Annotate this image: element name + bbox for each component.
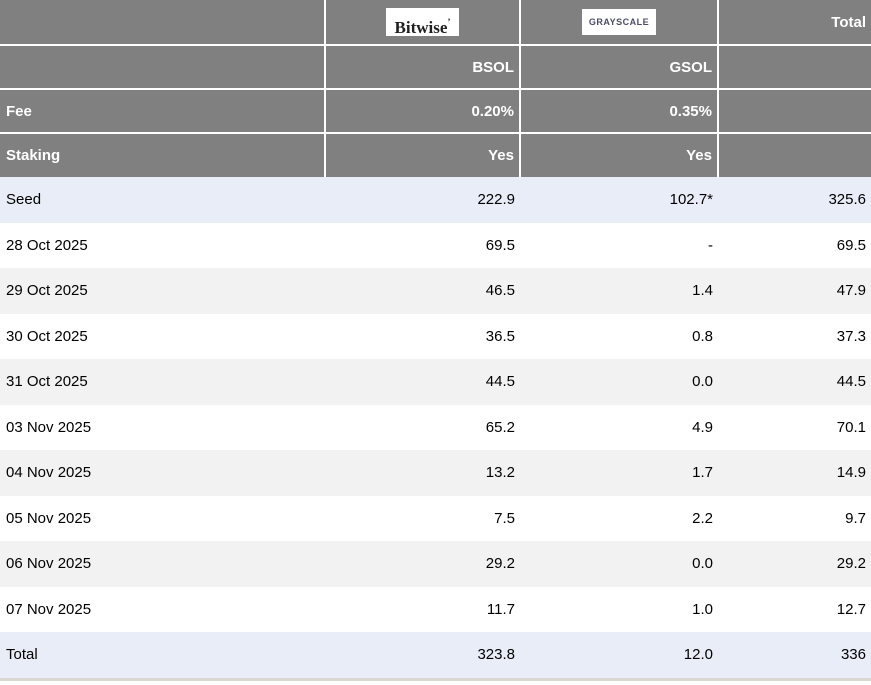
total-value-cell: 14.9 <box>718 450 871 496</box>
row-label-cell: 04 Nov 2025 <box>0 450 325 496</box>
total-value-cell: 325.6 <box>718 177 871 223</box>
total-value-cell: 336 <box>718 632 871 678</box>
grayscale-logo: GRAYSCALE <box>581 9 657 35</box>
gsol-value-cell: 102.7* <box>520 177 718 223</box>
row-label-cell: 05 Nov 2025 <box>0 495 325 541</box>
empty-cell <box>0 44 325 89</box>
staking-gsol-cell: Yes <box>519 132 718 177</box>
row-label-cell: 29 Oct 2025 <box>0 268 325 314</box>
bsol-value-cell: 36.5 <box>325 313 520 359</box>
table-row: 06 Nov 2025 29.2 0.0 29.2 <box>0 541 871 587</box>
row-label-cell: Seed <box>0 177 325 223</box>
gsol-value-cell: 0.0 <box>520 541 718 587</box>
fee-row: Fee 0.20% 0.35% <box>0 88 871 133</box>
total-value-cell: 69.5 <box>718 222 871 268</box>
bsol-value-cell: 7.5 <box>325 495 520 541</box>
gsol-value-cell: 0.0 <box>520 359 718 405</box>
table-row-total: Total 323.8 12.0 336 <box>0 632 871 678</box>
row-label-cell: 31 Oct 2025 <box>0 359 325 405</box>
bsol-value-cell: 44.5 <box>325 359 520 405</box>
table-row: 04 Nov 2025 13.2 1.7 14.9 <box>0 450 871 496</box>
bitwise-logo: Bitwise <box>385 7 460 37</box>
bottom-edge-strip <box>0 677 871 681</box>
gsol-value-cell: 4.9 <box>520 404 718 450</box>
bsol-value-cell: 46.5 <box>325 268 520 314</box>
bsol-value-cell: 323.8 <box>325 632 520 678</box>
total-value-cell: 29.2 <box>718 541 871 587</box>
gsol-value-cell: 0.8 <box>520 313 718 359</box>
empty-cell <box>717 132 871 177</box>
total-value-cell: 9.7 <box>718 495 871 541</box>
gsol-value-cell: 12.0 <box>520 632 718 678</box>
row-label-cell: 03 Nov 2025 <box>0 404 325 450</box>
gsol-value-cell: 1.4 <box>520 268 718 314</box>
fee-bsol-cell: 0.20% <box>324 88 520 133</box>
gsol-value-cell: 1.0 <box>520 586 718 632</box>
bsol-value-cell: 65.2 <box>325 404 520 450</box>
ticker-row: BSOL GSOL <box>0 44 871 89</box>
table-row: 07 Nov 2025 11.7 1.0 12.7 <box>0 586 871 632</box>
gsol-value-cell: - <box>520 222 718 268</box>
row-label-cell: Total <box>0 632 325 678</box>
gsol-ticker-cell: GSOL <box>519 44 718 89</box>
total-value-cell: 12.7 <box>718 586 871 632</box>
total-value-cell: 44.5 <box>718 359 871 405</box>
table-row: 30 Oct 2025 36.5 0.8 37.3 <box>0 313 871 359</box>
staking-label-cell: Staking <box>0 132 325 177</box>
total-value-cell: 37.3 <box>718 313 871 359</box>
table-row: 05 Nov 2025 7.5 2.2 9.7 <box>0 495 871 541</box>
staking-bsol-cell: Yes <box>324 132 520 177</box>
total-value-cell: 47.9 <box>718 268 871 314</box>
total-header-cell: Total <box>717 0 871 45</box>
bsol-value-cell: 69.5 <box>325 222 520 268</box>
gsol-value-cell: 2.2 <box>520 495 718 541</box>
table-row-seed: Seed 222.9 102.7* 325.6 <box>0 177 871 223</box>
fee-label-cell: Fee <box>0 88 325 133</box>
bsol-value-cell: 11.7 <box>325 586 520 632</box>
row-label-cell: 07 Nov 2025 <box>0 586 325 632</box>
table-row: 31 Oct 2025 44.5 0.0 44.5 <box>0 359 871 405</box>
corner-cell <box>0 0 325 45</box>
bsol-ticker-cell: BSOL <box>324 44 520 89</box>
grayscale-logo-cell: GRAYSCALE <box>519 0 718 45</box>
table-row: 03 Nov 2025 65.2 4.9 70.1 <box>0 404 871 450</box>
bsol-value-cell: 13.2 <box>325 450 520 496</box>
total-value-cell: 70.1 <box>718 404 871 450</box>
bsol-value-cell: 29.2 <box>325 541 520 587</box>
row-label-cell: 06 Nov 2025 <box>0 541 325 587</box>
row-label-cell: 30 Oct 2025 <box>0 313 325 359</box>
empty-cell <box>717 44 871 89</box>
row-label-cell: 28 Oct 2025 <box>0 222 325 268</box>
staking-row: Staking Yes Yes <box>0 132 871 177</box>
bsol-value-cell: 222.9 <box>325 177 520 223</box>
table-row: 29 Oct 2025 46.5 1.4 47.9 <box>0 268 871 314</box>
issuer-row: Bitwise GRAYSCALE Total <box>0 0 871 45</box>
bitwise-logo-cell: Bitwise <box>324 0 520 45</box>
gsol-value-cell: 1.7 <box>520 450 718 496</box>
table-row: 28 Oct 2025 69.5 - 69.5 <box>0 222 871 268</box>
empty-cell <box>717 88 871 133</box>
fee-gsol-cell: 0.35% <box>519 88 718 133</box>
